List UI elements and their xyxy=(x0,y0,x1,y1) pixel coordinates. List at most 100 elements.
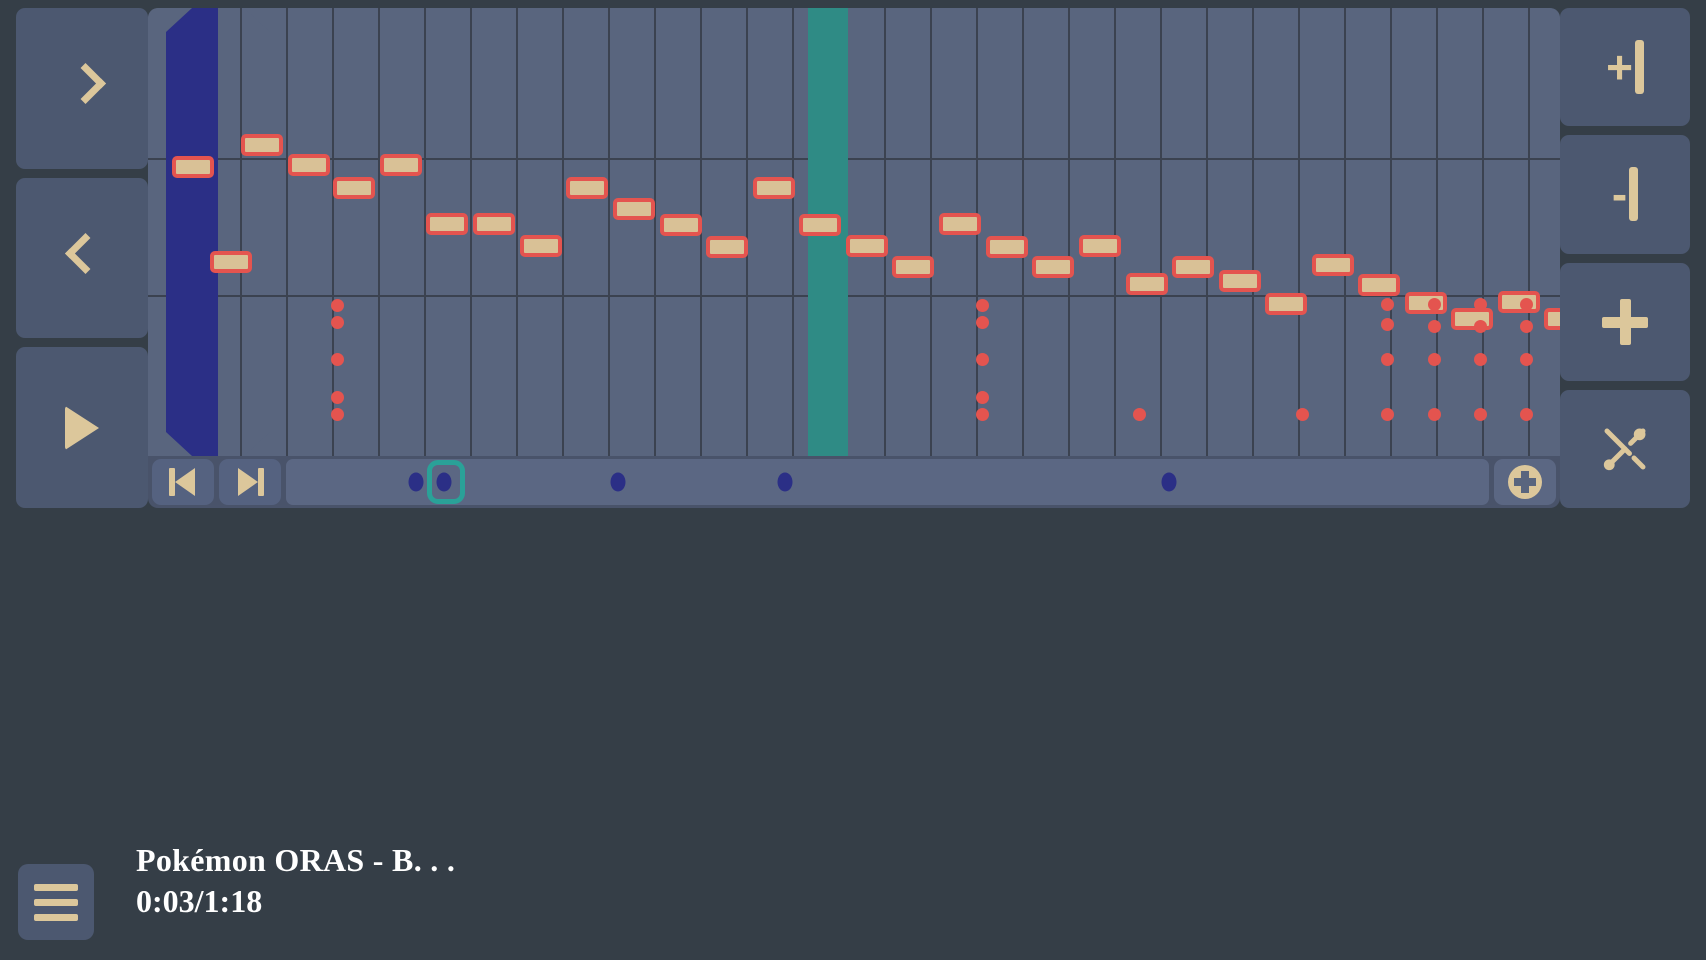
add-bar-timeline-button[interactable] xyxy=(1494,459,1556,505)
play-button[interactable] xyxy=(16,347,148,509)
note-dot[interactable] xyxy=(976,316,989,329)
chevron-right-icon xyxy=(67,62,97,114)
timeline-bar-marker[interactable] xyxy=(408,472,424,492)
note-block[interactable] xyxy=(1498,291,1540,313)
note-block[interactable] xyxy=(288,154,330,176)
note-block[interactable] xyxy=(939,213,981,235)
prev-page-button[interactable] xyxy=(16,177,148,339)
note-block[interactable] xyxy=(520,235,562,257)
note-dot[interactable] xyxy=(331,299,344,312)
note-dot[interactable] xyxy=(1474,353,1487,366)
remove-bar-button[interactable]: - xyxy=(1560,135,1690,254)
note-dot[interactable] xyxy=(1520,408,1533,421)
add-note-button[interactable] xyxy=(1560,262,1690,381)
note-block[interactable] xyxy=(1358,274,1400,296)
timeline-bar-marker[interactable] xyxy=(610,472,626,492)
note-block[interactable] xyxy=(473,213,515,235)
selected-column[interactable] xyxy=(166,8,270,456)
grid-vline xyxy=(884,8,886,456)
note-block[interactable] xyxy=(1544,308,1560,330)
skip-to-end-button[interactable] xyxy=(219,459,281,505)
note-block[interactable] xyxy=(172,156,214,178)
chevron-left-icon xyxy=(67,232,97,284)
grid-vline xyxy=(1022,8,1024,456)
note-dot[interactable] xyxy=(1296,408,1309,421)
bottom-panel: Pokémon ORAS - B. . . 0:03/1:18 doremifa… xyxy=(0,516,1706,960)
note-block[interactable] xyxy=(753,177,795,199)
note-block[interactable] xyxy=(660,214,702,236)
note-dot[interactable] xyxy=(331,391,344,404)
note-dot[interactable] xyxy=(1474,408,1487,421)
note-dot[interactable] xyxy=(1133,408,1146,421)
note-block[interactable] xyxy=(1126,273,1168,295)
note-block[interactable] xyxy=(892,256,934,278)
timeline-bar-marker[interactable] xyxy=(436,472,452,492)
timeline-track[interactable] xyxy=(286,459,1489,505)
grid-vline xyxy=(286,8,288,456)
timeline-bar-marker[interactable] xyxy=(777,472,793,492)
note-dot[interactable] xyxy=(1428,408,1441,421)
grid-vline xyxy=(516,8,518,456)
note-dot[interactable] xyxy=(1381,353,1394,366)
note-dot[interactable] xyxy=(1381,408,1394,421)
note-grid[interactable] xyxy=(148,8,1560,456)
note-dot[interactable] xyxy=(1520,298,1533,311)
note-dot[interactable] xyxy=(1428,298,1441,311)
note-dot[interactable] xyxy=(1474,298,1487,311)
note-dot[interactable] xyxy=(1428,320,1441,333)
next-page-button[interactable] xyxy=(16,8,148,169)
timeline-bar xyxy=(148,456,1560,508)
note-dot[interactable] xyxy=(976,391,989,404)
note-block[interactable] xyxy=(846,235,888,257)
note-dot[interactable] xyxy=(331,316,344,329)
skip-to-start-button[interactable] xyxy=(152,459,214,505)
grid-vline xyxy=(1206,8,1208,456)
note-dot[interactable] xyxy=(1428,353,1441,366)
note-block[interactable] xyxy=(380,154,422,176)
grid-vline xyxy=(470,8,472,456)
note-block[interactable] xyxy=(1079,235,1121,257)
grid-vline xyxy=(240,8,242,456)
note-dot[interactable] xyxy=(1520,353,1533,366)
note-dot[interactable] xyxy=(976,299,989,312)
note-dot[interactable] xyxy=(331,408,344,421)
grid-vline xyxy=(654,8,656,456)
note-dot[interactable] xyxy=(1381,298,1394,311)
grid-vline xyxy=(930,8,932,456)
note-block[interactable] xyxy=(986,236,1028,258)
note-block[interactable] xyxy=(799,214,841,236)
note-dot[interactable] xyxy=(976,353,989,366)
note-dot[interactable] xyxy=(331,353,344,366)
note-dot[interactable] xyxy=(1474,320,1487,333)
hamburger-bar xyxy=(34,883,78,891)
note-block[interactable] xyxy=(706,236,748,258)
song-info: Pokémon ORAS - B. . . 0:03/1:18 xyxy=(136,842,536,920)
note-block[interactable] xyxy=(241,134,283,156)
note-block[interactable] xyxy=(333,177,375,199)
grid-vline xyxy=(1482,8,1484,456)
note-dot[interactable] xyxy=(1520,320,1533,333)
skip-end-icon xyxy=(236,468,264,496)
skip-start-icon xyxy=(169,468,197,496)
plus-icon xyxy=(1602,298,1648,345)
note-block[interactable] xyxy=(1032,256,1074,278)
timeline-bar-marker[interactable] xyxy=(1161,472,1177,492)
note-block[interactable] xyxy=(613,198,655,220)
add-bar-button[interactable]: + xyxy=(1560,8,1690,127)
grid-vline xyxy=(562,8,564,456)
tools-button[interactable] xyxy=(1560,389,1690,508)
note-block[interactable] xyxy=(426,213,468,235)
note-dot[interactable] xyxy=(976,408,989,421)
note-block[interactable] xyxy=(1265,293,1307,315)
note-block[interactable] xyxy=(1219,270,1261,292)
hamburger-bar xyxy=(34,913,78,921)
grid-vline xyxy=(1160,8,1162,456)
timeline-cursor[interactable] xyxy=(427,460,465,504)
menu-button[interactable] xyxy=(18,864,94,940)
note-block[interactable] xyxy=(566,177,608,199)
note-block[interactable] xyxy=(1172,256,1214,278)
note-dot[interactable] xyxy=(1381,318,1394,331)
note-block[interactable] xyxy=(1312,254,1354,276)
note-block[interactable] xyxy=(210,251,252,273)
grid-vline xyxy=(1068,8,1070,456)
